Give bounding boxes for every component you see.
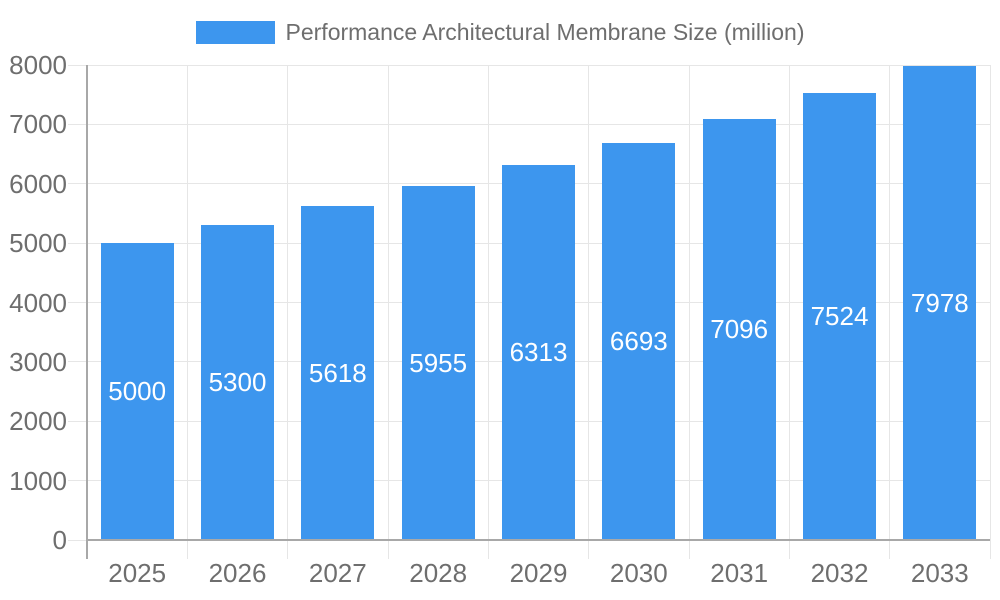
y-tick-label: 0	[52, 525, 67, 555]
x-tick-label: 2027	[308, 558, 367, 588]
bar-value-label: 5618	[308, 357, 367, 388]
y-gridline	[68, 64, 990, 66]
legend-label: Performance Architectural Membrane Size …	[285, 19, 805, 45]
bar-value-label: 5955	[409, 347, 468, 378]
bar-value-label: 7978	[910, 287, 969, 318]
x-tick-label: 2028	[409, 558, 468, 588]
bar-value-label: 6313	[509, 337, 568, 368]
x-gridline	[588, 65, 590, 559]
legend-swatch	[195, 21, 275, 44]
y-tick-label: 7000	[9, 109, 67, 140]
bar	[100, 243, 174, 540]
bar-value-label: 5300	[208, 367, 267, 398]
x-tick-label: 2026	[208, 558, 267, 588]
x-tick-label: 2030	[609, 558, 668, 588]
y-tick-label: 8000	[9, 50, 67, 80]
x-tick-label: 2033	[910, 558, 969, 588]
bar	[401, 186, 475, 540]
bar-value-label: 7524	[810, 301, 869, 332]
x-gridline	[487, 65, 489, 559]
bar-value-label: 5000	[108, 376, 167, 407]
x-tick-label: 2032	[810, 558, 869, 588]
x-gridline	[387, 65, 389, 559]
x-tick-label: 2029	[509, 558, 568, 588]
x-tick-label: 2031	[710, 558, 769, 588]
x-gridline	[788, 65, 790, 559]
x-gridline	[287, 65, 289, 559]
legend: Performance Architectural Membrane Size …	[0, 19, 1000, 46]
x-gridline	[989, 65, 991, 559]
x-gridline	[889, 65, 891, 559]
y-tick-label: 1000	[9, 465, 67, 496]
y-tick-label: 2000	[9, 406, 67, 437]
y-tick-label: 5000	[9, 228, 67, 259]
y-tick-label: 3000	[9, 346, 67, 377]
bar	[803, 93, 876, 540]
y-gridline	[68, 123, 990, 125]
bar	[903, 66, 977, 540]
x-axis	[87, 539, 990, 541]
bar	[602, 142, 676, 540]
bar-value-label: 7096	[710, 313, 769, 344]
x-gridline	[186, 65, 188, 559]
y-tick-label: 4000	[9, 287, 67, 318]
bar	[301, 206, 375, 540]
y-axis	[86, 65, 88, 559]
x-tick-label: 2025	[108, 558, 167, 588]
bar	[702, 118, 776, 540]
bar	[201, 225, 274, 540]
x-gridline	[688, 65, 690, 559]
bar	[502, 165, 575, 540]
y-tick-label: 6000	[9, 168, 67, 199]
bar-value-label: 6693	[609, 325, 668, 356]
